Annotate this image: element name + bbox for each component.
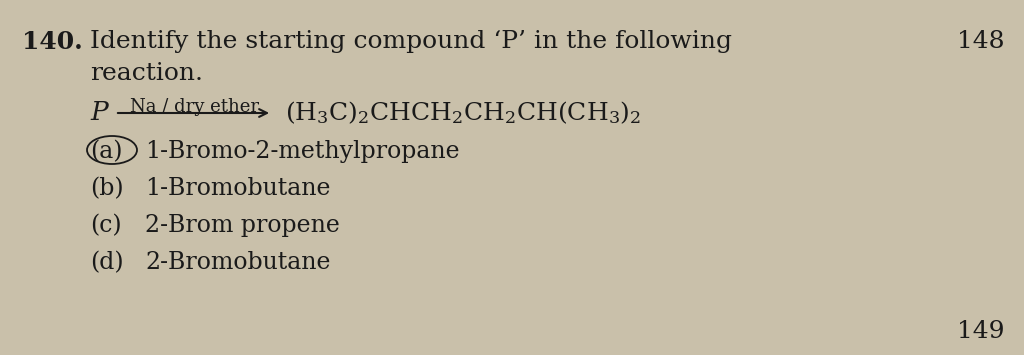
Text: Na / dry ether: Na / dry ether	[130, 98, 259, 116]
Text: Identify the starting compound ‘P’ in the following: Identify the starting compound ‘P’ in th…	[90, 30, 732, 53]
Text: 2-Bromobutane: 2-Bromobutane	[145, 251, 331, 274]
Text: 148: 148	[957, 30, 1005, 53]
Text: 140.: 140.	[22, 30, 83, 54]
Text: 149: 149	[957, 320, 1005, 343]
Text: P: P	[90, 100, 108, 125]
Text: 2-Brom propene: 2-Brom propene	[145, 214, 340, 237]
Text: (c): (c)	[90, 214, 122, 237]
Text: (b): (b)	[90, 177, 124, 200]
Text: 1-Bromo-2-methylpropane: 1-Bromo-2-methylpropane	[145, 140, 460, 163]
Text: (a): (a)	[90, 140, 123, 163]
Text: $\mathregular{(H_3C)_2CHCH_2CH_2CH(CH_3)_2}$: $\mathregular{(H_3C)_2CHCH_2CH_2CH(CH_3)…	[285, 99, 641, 126]
Text: 1-Bromobutane: 1-Bromobutane	[145, 177, 331, 200]
Text: (d): (d)	[90, 251, 124, 274]
Text: reaction.: reaction.	[90, 62, 203, 85]
